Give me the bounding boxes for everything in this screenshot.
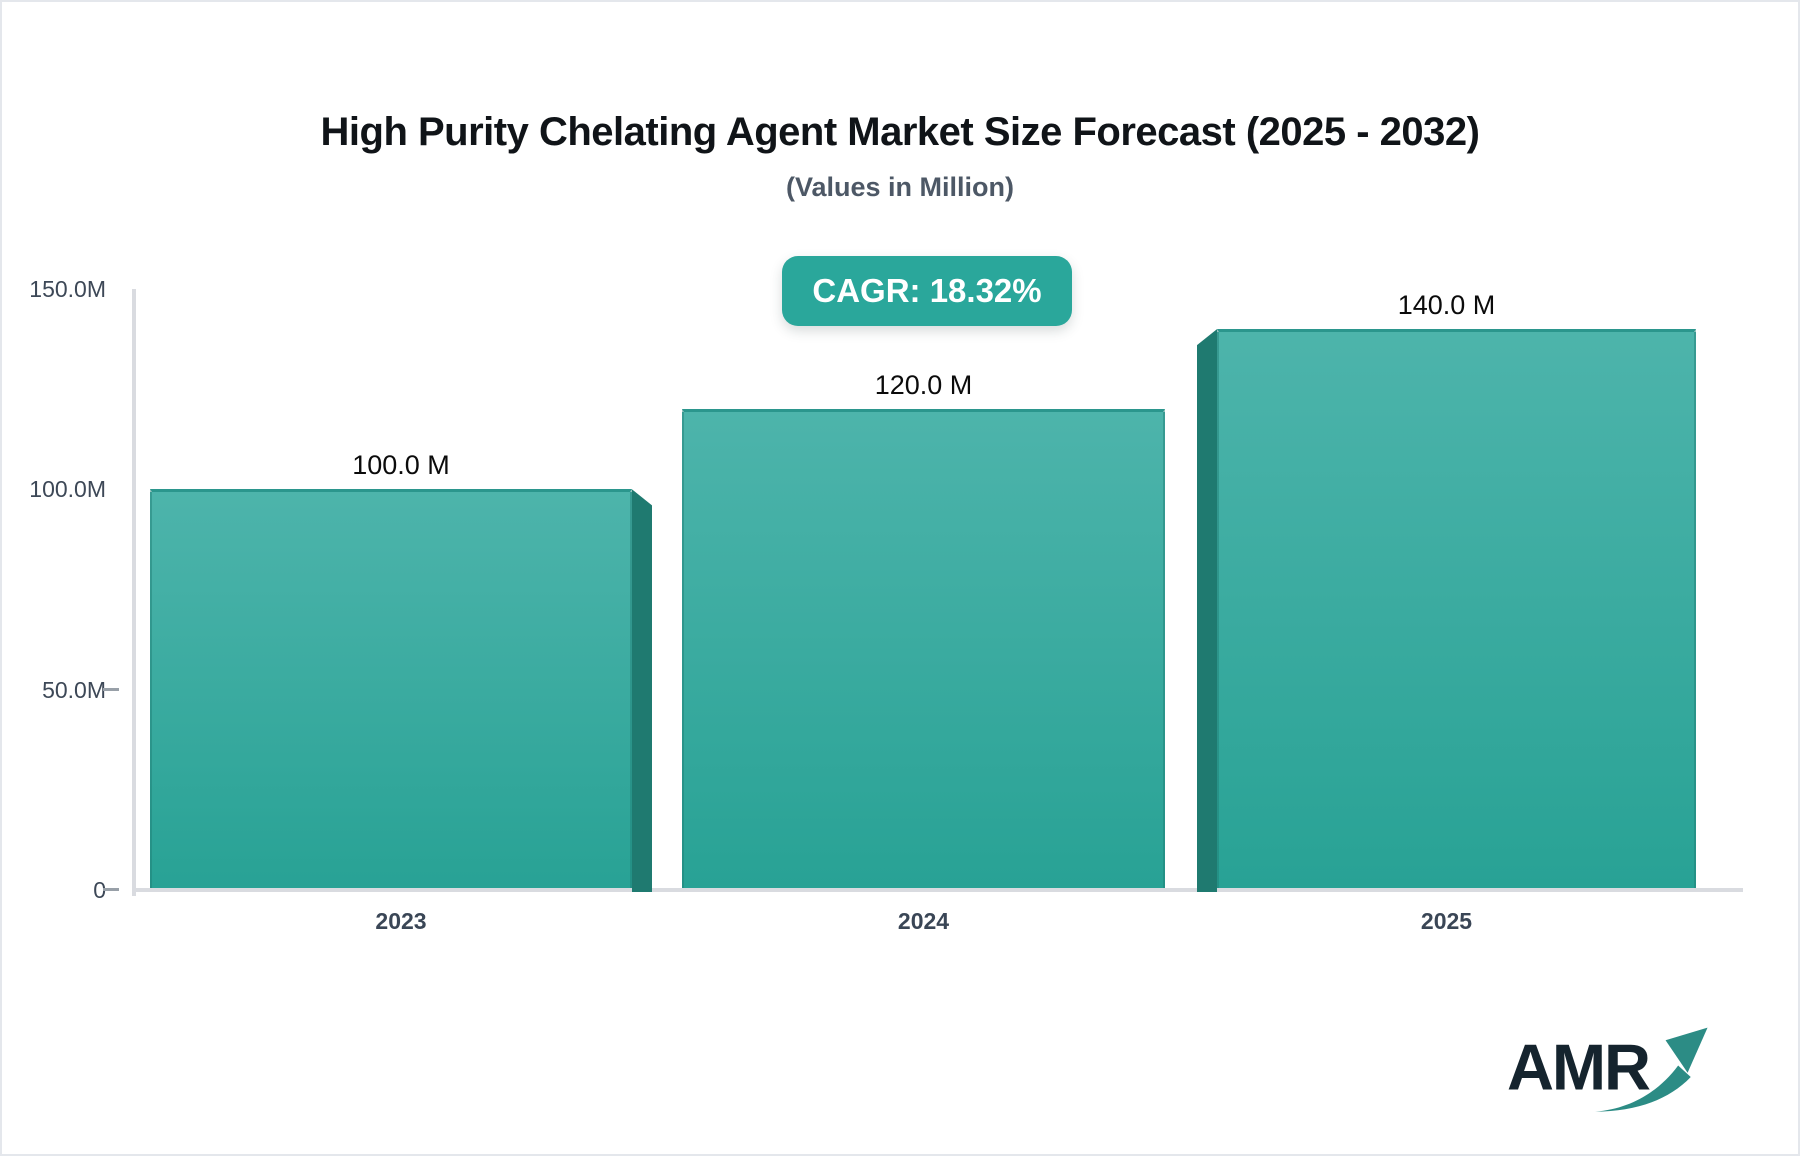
bar-2025 [1217, 329, 1696, 888]
cagr-badge: CAGR: 18.32% [782, 256, 1072, 326]
x-axis-line [132, 888, 1743, 892]
y-tick-label: 150.0M [29, 276, 106, 302]
x-tick-label: 2023 [375, 908, 427, 934]
chart-title: High Purity Chelating Agent Market Size … [320, 110, 1480, 154]
amr-logo-text: AMR [1507, 1031, 1650, 1104]
arrow-swoosh-icon [1595, 1065, 1691, 1112]
bar-3d-side [1197, 329, 1217, 892]
y-tick-label: 0 [93, 877, 106, 903]
arrow-head-icon [1665, 1027, 1708, 1073]
bar-value-label: 120.0 M [874, 370, 973, 401]
amr-logo-graphic: AMR [1507, 1027, 1708, 1112]
bar-value-label: 140.0 M [1397, 290, 1496, 321]
y-tick-label: 100.0M [29, 476, 106, 503]
y-tick-dash [103, 888, 119, 891]
y-tick-dash [103, 687, 119, 691]
y-axis-line [132, 289, 136, 896]
x-tick-label: 2024 [897, 908, 950, 934]
brand-logo: AMR [1507, 1014, 1717, 1124]
bar-2023 [150, 489, 632, 888]
bar-3d-side [632, 489, 652, 892]
bar-value-label: 100.0 M [352, 450, 450, 481]
chart-subtitle: (Values in Million) [785, 172, 1015, 202]
y-tick-label: 50.0M [42, 676, 106, 703]
x-tick-label: 2025 [1420, 908, 1473, 934]
bar-2024 [682, 409, 1165, 888]
